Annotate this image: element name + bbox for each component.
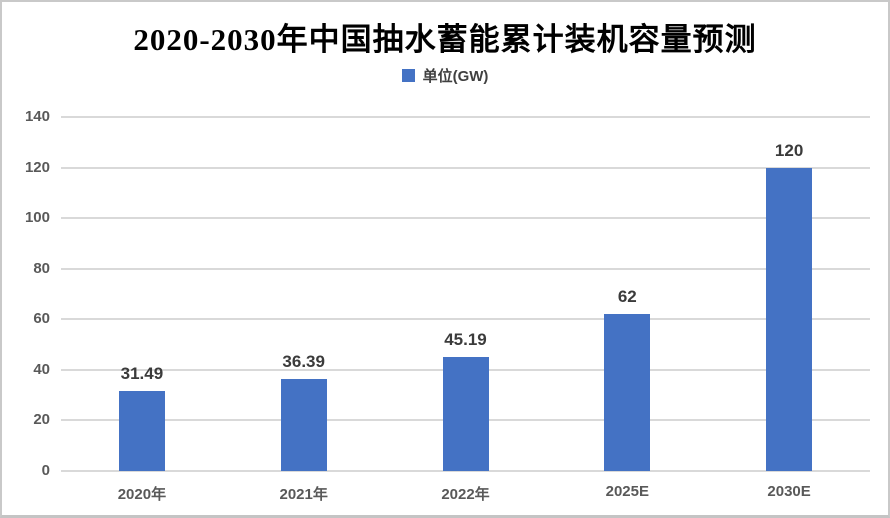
x-axis-tick-label: 2030E xyxy=(767,483,811,500)
gridline xyxy=(61,217,870,220)
y-axis-tick-label: 20 xyxy=(33,411,50,429)
bar-value-label: 45.19 xyxy=(444,329,487,349)
bar-value-label: 62 xyxy=(617,287,637,307)
chart-title: 2020-2030年中国抽水蓄能累计装机容量预测 xyxy=(133,22,757,57)
legend: 单位(GW) xyxy=(2,65,888,86)
x-axis-tick-label: 2020年 xyxy=(117,486,167,503)
bar-value-label: 31.49 xyxy=(120,364,164,384)
legend-label: 单位(GW) xyxy=(422,68,489,85)
x-axis-tick-label: 2022年 xyxy=(441,486,490,503)
plot-area: 31.49 36.39 45.19 62 120 xyxy=(61,116,870,472)
y-axis-tick-label: 100 xyxy=(24,209,50,227)
y-axis-tick-label: 0 xyxy=(41,462,50,479)
gridline xyxy=(61,166,870,169)
bar xyxy=(118,391,165,471)
y-axis-tick-label: 80 xyxy=(33,259,50,277)
y-axis-tick-label: 60 xyxy=(33,310,50,328)
y-axis-tick-label: 40 xyxy=(33,360,50,378)
y-axis-tick-label: 140 xyxy=(24,108,50,125)
gridline xyxy=(61,318,870,321)
bar xyxy=(766,167,813,471)
gridline xyxy=(61,116,870,118)
x-axis-tick-label: 2021年 xyxy=(279,486,328,503)
gridline xyxy=(61,470,870,472)
y-axis-tick-label: 120 xyxy=(24,158,50,176)
bar xyxy=(442,356,489,471)
x-axis-tick-label: 2025E xyxy=(605,483,649,500)
bar xyxy=(604,314,651,471)
gridline xyxy=(61,267,870,270)
bar xyxy=(280,379,327,471)
bar-value-label: 36.39 xyxy=(282,352,325,371)
legend-swatch-icon xyxy=(401,69,415,82)
bar-value-label: 120 xyxy=(774,140,804,160)
